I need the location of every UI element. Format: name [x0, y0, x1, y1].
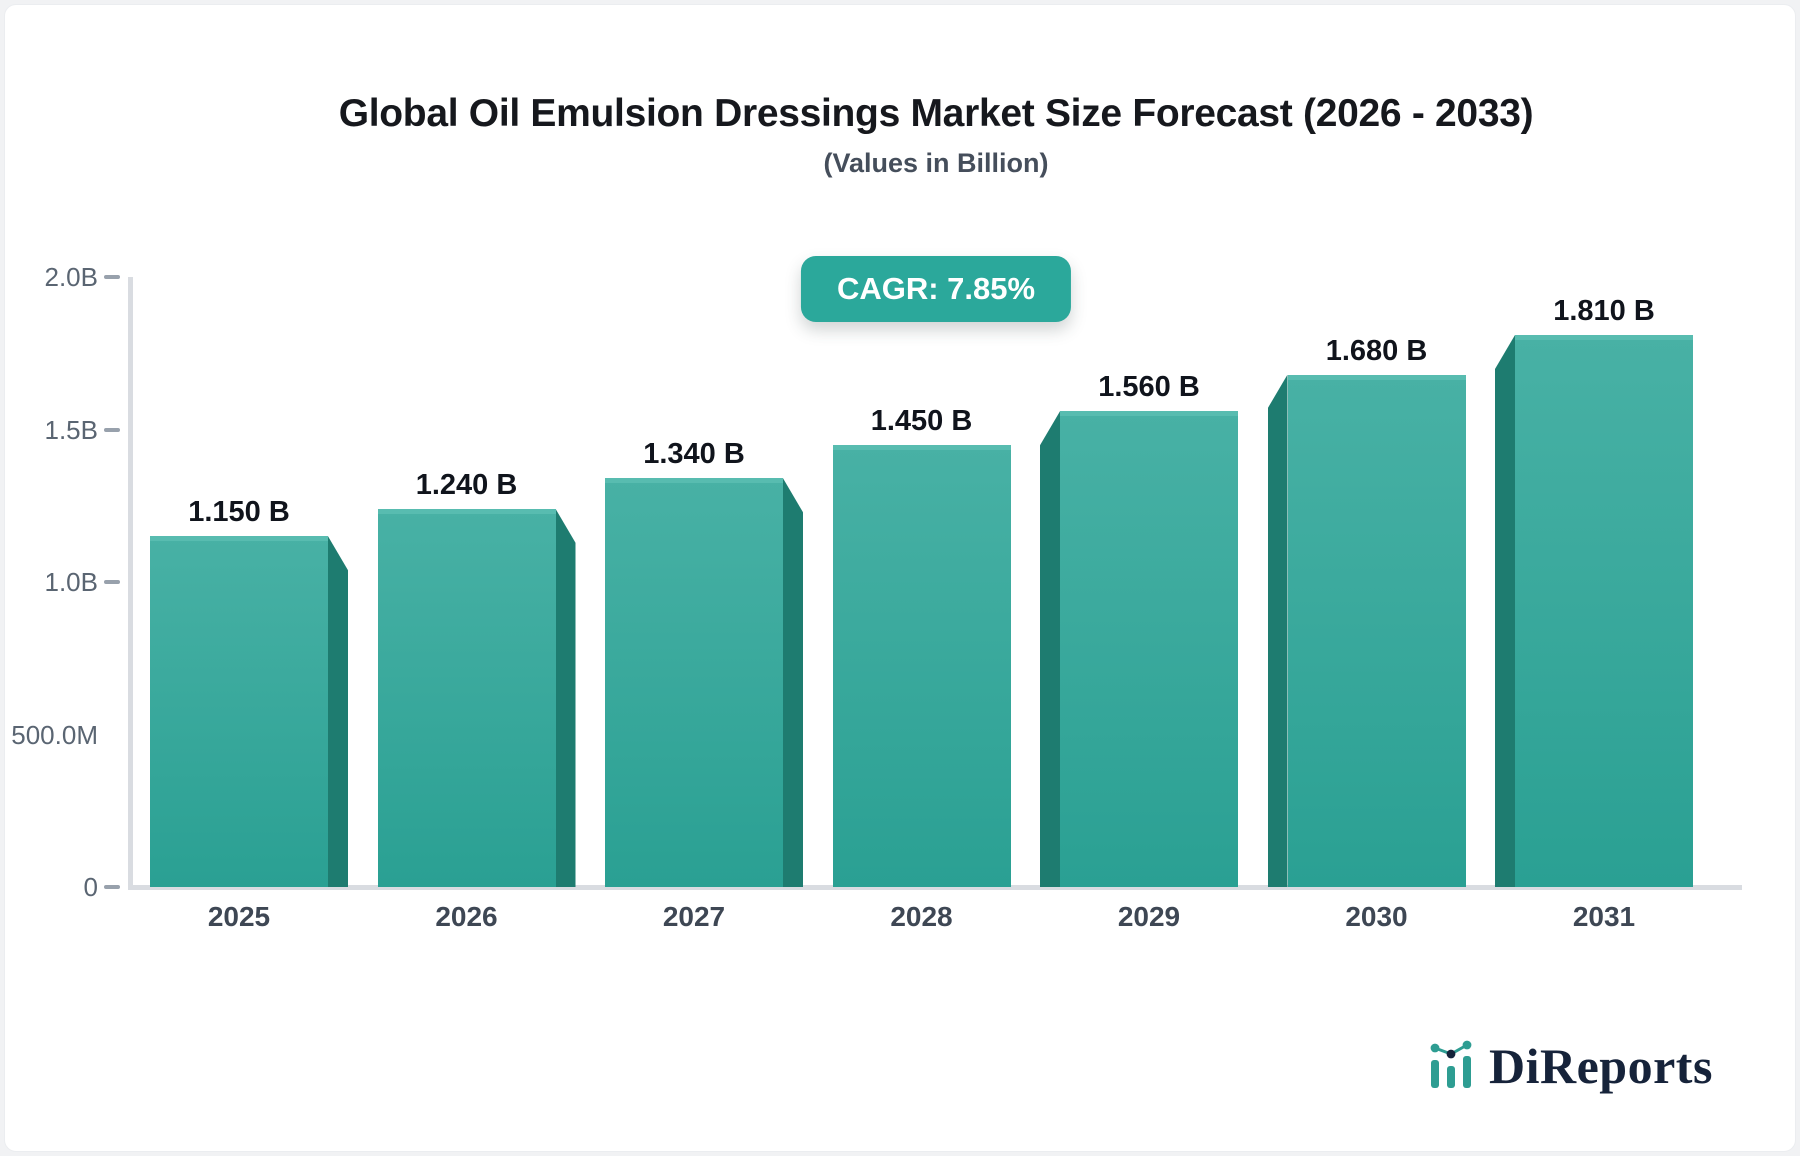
- cagr-badge: CAGR: 7.85%: [800, 256, 1072, 322]
- y-tick-label: 1.0B: [44, 567, 99, 597]
- x-category-label: 2028: [890, 901, 953, 932]
- y-axis-line: [128, 277, 133, 890]
- bar-value-label: 1.810 B: [1553, 294, 1655, 327]
- chart-header: Global Oil Emulsion Dressings Market Siz…: [130, 0, 1742, 350]
- bar-face: [377, 508, 556, 887]
- bar-side-face: [1495, 334, 1515, 887]
- bar-value-label: 1.150 B: [188, 496, 290, 529]
- direports-logo-icon: [1430, 1040, 1472, 1088]
- brand-name: DiReports: [1489, 1038, 1713, 1094]
- y-tick-dash: [104, 427, 120, 432]
- bar-value-label: 1.560 B: [1098, 371, 1200, 404]
- bar-face: [1515, 334, 1693, 887]
- bar-side-face: [1040, 411, 1060, 887]
- y-tick-label: 500.0M: [11, 719, 98, 750]
- y-tick-label: 1.5B: [44, 414, 99, 445]
- x-category-label: 2030: [1345, 901, 1408, 932]
- x-category-label: 2025: [207, 901, 271, 932]
- x-axis-line: [128, 885, 1742, 890]
- chart-subtitle: (Values in Billion): [823, 148, 1049, 178]
- brand-logo: DiReports: [1428, 1034, 1713, 1098]
- x-category-label: 2029: [1117, 901, 1181, 932]
- y-tick-label: 0: [83, 872, 98, 902]
- x-category-label: 2031: [1572, 901, 1636, 932]
- bar-value-label: 1.680 B: [1325, 334, 1428, 367]
- chart-title: Global Oil Emulsion Dressings Market Siz…: [338, 92, 1534, 135]
- y-tick-dash: [104, 580, 120, 584]
- x-category-label: 2027: [662, 901, 726, 932]
- x-category-label: 2026: [435, 901, 498, 932]
- bar-side-face: [328, 536, 348, 887]
- y-tick-dash: [104, 885, 120, 889]
- bar-value-label: 1.450 B: [870, 404, 973, 437]
- y-tick-label: 2.0B: [44, 262, 99, 292]
- bar-side-face: [1267, 374, 1288, 887]
- y-tick-dash: [104, 275, 120, 279]
- bar-face: [1060, 411, 1238, 887]
- bar-face: [605, 478, 783, 887]
- bar-face: [1287, 374, 1466, 887]
- bar-face: [832, 444, 1011, 887]
- bar-value-label: 1.340 B: [643, 438, 745, 471]
- bar-value-label: 1.240 B: [415, 468, 518, 501]
- bar-side-face: [783, 478, 803, 887]
- bar-side-face: [555, 508, 576, 887]
- bar-face: [150, 536, 328, 887]
